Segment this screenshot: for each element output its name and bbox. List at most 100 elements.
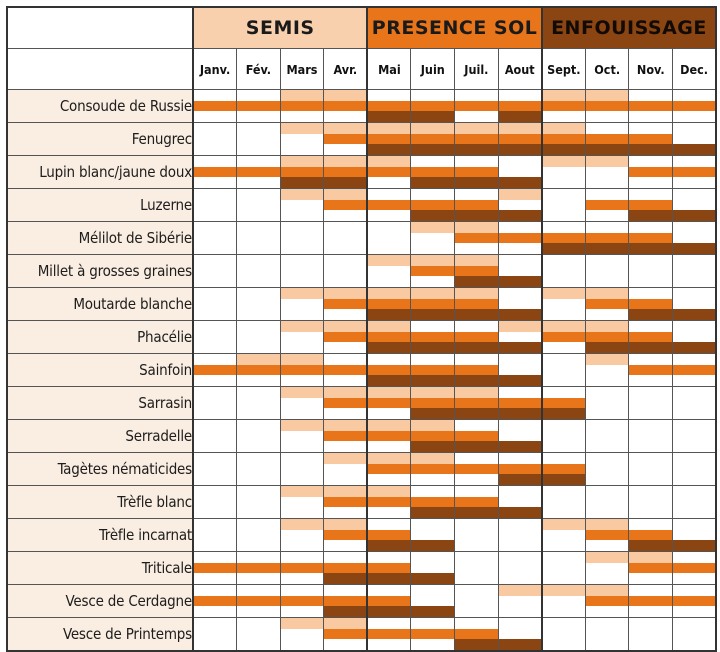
band-enfouissage	[324, 309, 366, 320]
cell-3-2	[279, 188, 325, 222]
cell-15-7	[497, 584, 543, 618]
band-semis	[543, 222, 585, 233]
band-enfouissage	[411, 210, 455, 222]
band-presence_sol	[324, 397, 367, 409]
band-presence_sol	[673, 595, 716, 607]
band-semis	[542, 288, 585, 299]
cell-7-10	[628, 320, 674, 354]
cell-bands	[280, 156, 324, 189]
band-semis	[629, 222, 672, 233]
band-presence_sol	[368, 233, 410, 244]
cell-15-6	[454, 584, 499, 618]
cell-3-5	[410, 188, 456, 222]
band-enfouissage	[281, 573, 324, 584]
cell-bands	[542, 519, 585, 551]
band-semis	[629, 618, 672, 629]
band-presence_sol	[280, 100, 324, 112]
band-enfouissage	[194, 507, 236, 518]
cell-10-5	[410, 419, 456, 453]
band-semis	[368, 123, 411, 134]
band-semis	[280, 618, 324, 629]
table-row: Phacélie	[6, 320, 717, 354]
cell-9-6	[454, 386, 499, 420]
cell-bands	[194, 90, 237, 122]
cell-bands	[280, 585, 324, 617]
cell-bands	[455, 90, 498, 122]
band-presence_sol	[585, 529, 629, 541]
band-presence_sol	[411, 233, 454, 244]
band-presence_sol	[281, 299, 324, 310]
band-presence_sol	[499, 200, 541, 211]
band-semis	[543, 453, 585, 464]
cell-bands	[543, 552, 585, 584]
band-presence_sol	[543, 431, 585, 442]
cell-bands	[280, 321, 324, 353]
band-semis	[629, 255, 672, 266]
band-presence_sol	[237, 364, 280, 376]
band-enfouissage	[237, 540, 280, 551]
band-semis	[237, 453, 280, 464]
cell-bands	[194, 420, 236, 452]
band-semis	[455, 255, 498, 266]
band-presence_sol	[585, 595, 629, 607]
band-enfouissage	[324, 540, 366, 551]
band-presence_sol	[629, 529, 673, 541]
band-presence_sol	[673, 299, 715, 310]
band-semis	[194, 189, 236, 200]
band-semis	[543, 552, 585, 563]
cell-14-0	[192, 551, 238, 585]
band-presence_sol	[194, 266, 236, 277]
month-header-avr: Avr.	[323, 48, 368, 90]
cell-bands	[455, 321, 498, 354]
band-presence_sol	[194, 166, 237, 178]
cell-bands	[498, 156, 541, 189]
cell-bands	[629, 255, 672, 287]
cell-bands	[585, 354, 629, 386]
band-enfouissage	[673, 375, 715, 386]
band-presence_sol	[543, 167, 585, 178]
cell-bands	[280, 519, 324, 551]
cell-bands	[542, 90, 585, 122]
band-enfouissage	[498, 474, 541, 486]
band-semis	[455, 519, 498, 530]
cell-7-5	[410, 320, 456, 354]
band-semis	[411, 189, 454, 200]
cell-bands	[411, 519, 455, 552]
cell-0-4	[366, 89, 412, 123]
band-presence_sol	[498, 133, 541, 145]
band-presence_sol	[543, 200, 585, 211]
cell-bands	[498, 618, 541, 651]
band-presence_sol	[542, 397, 585, 409]
band-enfouissage	[499, 540, 541, 551]
cell-bands	[324, 222, 366, 254]
band-presence_sol	[673, 398, 715, 409]
band-semis	[237, 552, 280, 563]
band-presence_sol	[629, 497, 672, 508]
band-semis	[411, 321, 454, 332]
cell-bands	[673, 420, 715, 452]
cell-bands	[237, 585, 280, 617]
band-semis	[280, 288, 324, 299]
cell-15-9	[584, 584, 630, 618]
band-semis	[411, 288, 455, 299]
cell-bands	[455, 189, 498, 222]
row-label-10: Serradelle	[6, 419, 194, 453]
band-presence_sol	[673, 530, 715, 541]
cell-bands	[324, 354, 367, 386]
band-presence_sol	[499, 563, 541, 574]
band-semis	[499, 486, 541, 497]
band-presence_sol	[542, 232, 585, 244]
band-semis	[237, 519, 280, 530]
cell-bands	[194, 618, 236, 650]
band-enfouissage	[237, 276, 280, 287]
band-presence_sol	[586, 266, 629, 277]
cell-bands	[194, 123, 236, 155]
cell-14-3	[323, 551, 368, 585]
row-label-text: Sainfoin	[139, 361, 192, 379]
band-semis	[673, 156, 715, 167]
band-presence_sol	[629, 133, 673, 145]
cell-1-2	[279, 122, 325, 156]
cell-13-4	[366, 518, 412, 552]
cell-bands	[586, 420, 629, 452]
band-semis	[586, 420, 629, 431]
